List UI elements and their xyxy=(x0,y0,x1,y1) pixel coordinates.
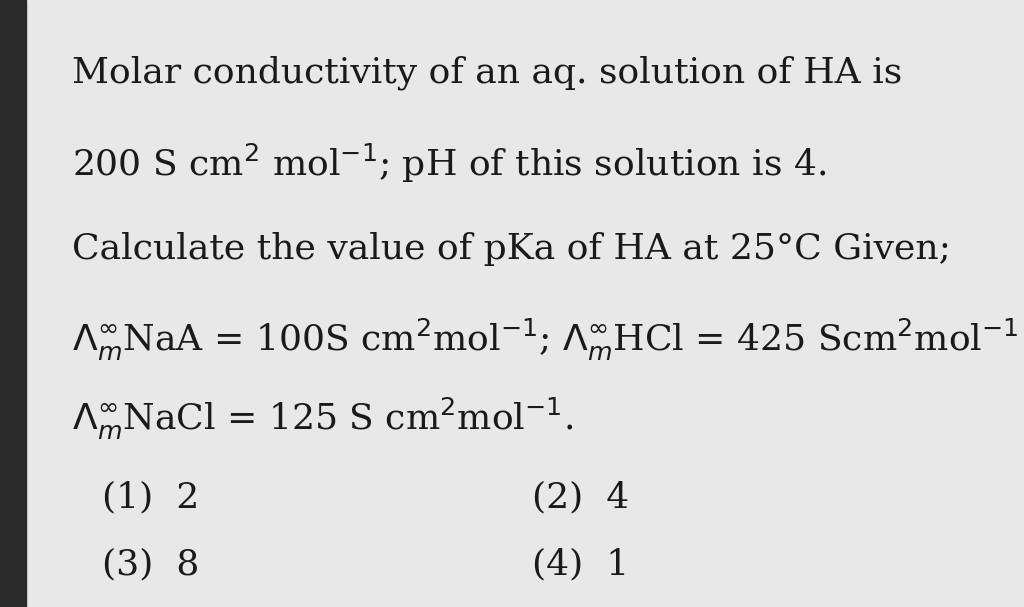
Text: (3)  8: (3) 8 xyxy=(102,548,200,582)
Text: $\Lambda_m^\infty$NaA = 100S cm$^2$mol$^{-1}$; $\Lambda_m^\infty$HCl = 425 Scm$^: $\Lambda_m^\infty$NaA = 100S cm$^2$mol$^… xyxy=(72,317,1019,363)
Text: (2)  4: (2) 4 xyxy=(532,481,630,515)
Text: $\Lambda_m^\infty$NaCl = 125 S cm$^2$mol$^{-1}$.: $\Lambda_m^\infty$NaCl = 125 S cm$^2$mol… xyxy=(72,396,572,442)
Text: Calculate the value of pKa of HA at 25°C Given;: Calculate the value of pKa of HA at 25°C… xyxy=(72,232,950,266)
Text: 200 S cm$^2$ mol$^{-1}$; pH of this solution is 4.: 200 S cm$^2$ mol$^{-1}$; pH of this solu… xyxy=(72,142,826,186)
Bar xyxy=(0,0,26,607)
Text: (4)  1: (4) 1 xyxy=(532,548,630,582)
Text: Molar conductivity of an aq. solution of HA is: Molar conductivity of an aq. solution of… xyxy=(72,56,902,90)
Text: (1)  2: (1) 2 xyxy=(102,481,200,515)
